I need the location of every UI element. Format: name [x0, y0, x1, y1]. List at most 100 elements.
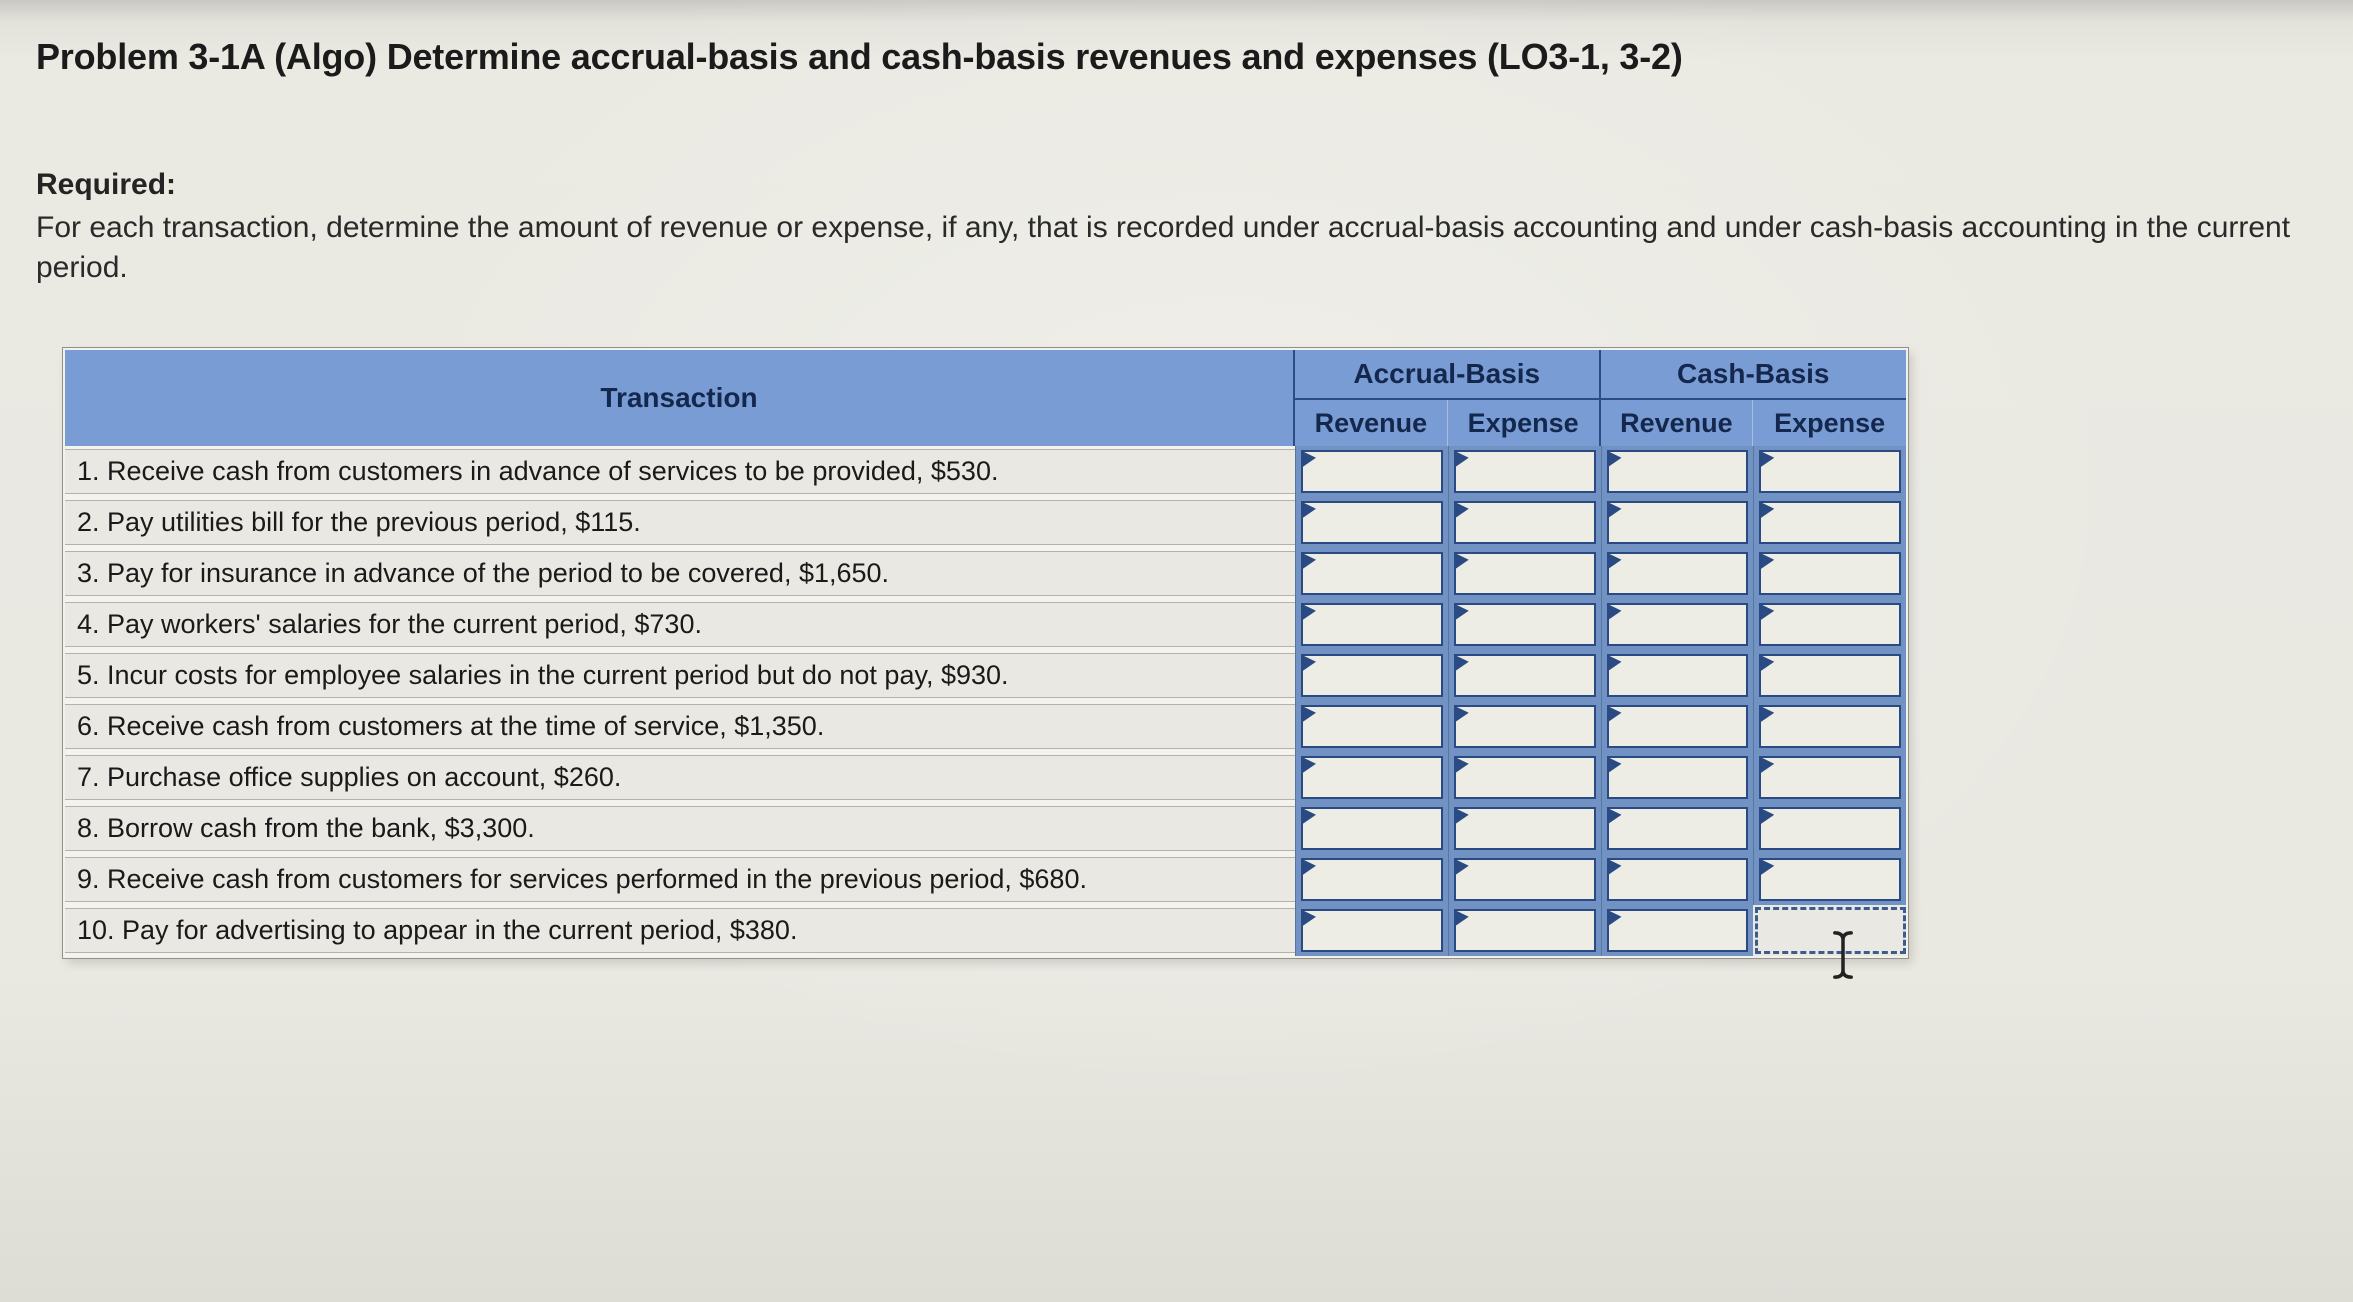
- transaction-cell: 3. Pay for insurance in advance of the p…: [65, 548, 1295, 599]
- cell-marker-icon: [1760, 706, 1775, 723]
- cash-revenue-input[interactable]: [1606, 603, 1749, 646]
- cell-zone: [1600, 497, 1754, 548]
- cell-zone: [1295, 701, 1448, 752]
- cash-revenue-input[interactable]: [1606, 654, 1749, 697]
- cell-marker-icon: [1760, 859, 1775, 876]
- cell-marker-icon: [1454, 604, 1469, 621]
- accrual-expense-input[interactable]: [1453, 603, 1596, 646]
- cash-revenue-input[interactable]: [1606, 501, 1749, 544]
- transaction-text: 7. Purchase office supplies on account, …: [65, 755, 1295, 800]
- accrual-revenue-input[interactable]: [1301, 654, 1443, 697]
- cell-zone: [1753, 905, 1906, 979]
- cash-expense-input-focused[interactable]: [1755, 907, 1906, 979]
- accrual-revenue-input[interactable]: [1301, 909, 1443, 952]
- transaction-cell: 5. Incur costs for employee salaries in …: [65, 650, 1295, 701]
- cash-revenue-input[interactable]: [1606, 858, 1749, 901]
- cell-marker-icon: [1454, 706, 1469, 723]
- cell-marker-icon: [1607, 808, 1622, 825]
- cash-basis-group-header: Cash-Basis: [1600, 350, 1906, 400]
- page-title: Problem 3-1A (Algo) Determine accrual-ba…: [36, 36, 1683, 77]
- accrual-expense-input[interactable]: [1453, 450, 1596, 493]
- cell-marker-icon: [1454, 757, 1469, 774]
- cash-revenue-input[interactable]: [1606, 450, 1749, 493]
- cell-zone: [1600, 599, 1754, 650]
- transaction-text: 4. Pay workers' salaries for the current…: [65, 602, 1295, 647]
- cell-marker-icon: [1302, 451, 1316, 468]
- transaction-cell: 7. Purchase office supplies on account, …: [65, 752, 1295, 803]
- cell-zone: [1447, 599, 1601, 650]
- accrual-revenue-input[interactable]: [1301, 705, 1443, 748]
- cash-expense-input[interactable]: [1759, 807, 1901, 850]
- cell-zone: [1295, 854, 1448, 905]
- transaction-text: 1. Receive cash from customers in advanc…: [65, 449, 1295, 494]
- accrual-revenue-input[interactable]: [1301, 858, 1443, 901]
- cash-revenue-input[interactable]: [1606, 756, 1749, 799]
- accrual-revenue-input[interactable]: [1301, 756, 1443, 799]
- cash-expense-input[interactable]: [1759, 603, 1901, 646]
- transaction-cell: 4. Pay workers' salaries for the current…: [65, 599, 1295, 650]
- cell-marker-icon: [1607, 706, 1622, 723]
- cash-revenue-input[interactable]: [1606, 552, 1749, 595]
- cell-zone: [1753, 752, 1906, 803]
- accrual-expense-input[interactable]: [1453, 552, 1596, 595]
- cash-expense-input[interactable]: [1759, 756, 1901, 799]
- cell-marker-icon: [1607, 502, 1622, 519]
- accrual-revenue-input[interactable]: [1301, 450, 1443, 493]
- cell-zone: [1753, 548, 1906, 599]
- transaction-cell: 2. Pay utilities bill for the previous p…: [65, 497, 1295, 548]
- accrual-revenue-header: Revenue: [1295, 400, 1448, 446]
- accrual-expense-header: Expense: [1447, 400, 1601, 446]
- cell-zone: [1295, 650, 1448, 701]
- accrual-revenue-input[interactable]: [1301, 603, 1443, 646]
- cell-marker-icon: [1607, 910, 1622, 927]
- cash-revenue-input[interactable]: [1606, 705, 1749, 748]
- cell-marker-icon: [1760, 604, 1775, 621]
- cell-zone: [1447, 497, 1601, 548]
- accrual-revenue-input[interactable]: [1301, 807, 1443, 850]
- cash-expense-input[interactable]: [1759, 501, 1901, 544]
- accrual-expense-input[interactable]: [1453, 909, 1596, 952]
- cash-revenue-input[interactable]: [1606, 807, 1749, 850]
- cash-expense-header: Expense: [1753, 400, 1906, 446]
- accrual-revenue-input[interactable]: [1301, 552, 1443, 595]
- cell-zone: [1447, 905, 1601, 956]
- cash-expense-input[interactable]: [1759, 858, 1901, 901]
- cell-zone: [1295, 548, 1448, 599]
- cell-marker-icon: [1454, 655, 1469, 672]
- cell-marker-icon: [1302, 808, 1316, 825]
- accrual-expense-input[interactable]: [1453, 654, 1596, 697]
- cell-zone: [1295, 752, 1448, 803]
- accrual-revenue-input[interactable]: [1301, 501, 1443, 544]
- transaction-text: 6. Receive cash from customers at the ti…: [65, 704, 1295, 749]
- cell-marker-icon: [1454, 451, 1469, 468]
- cash-expense-input[interactable]: [1759, 450, 1901, 493]
- cell-zone: [1295, 803, 1448, 854]
- cell-zone: [1600, 548, 1754, 599]
- cell-marker-icon: [1454, 859, 1469, 876]
- cell-zone: [1447, 446, 1601, 497]
- cell-zone: [1600, 752, 1754, 803]
- cell-marker-icon: [1302, 502, 1316, 519]
- cell-zone: [1295, 599, 1448, 650]
- cell-marker-icon: [1302, 910, 1316, 927]
- cell-zone: [1600, 905, 1754, 956]
- cell-zone: [1753, 497, 1906, 548]
- cell-zone: [1600, 701, 1754, 752]
- accrual-expense-input[interactable]: [1453, 501, 1596, 544]
- cell-zone: [1447, 854, 1601, 905]
- accrual-expense-input[interactable]: [1453, 705, 1596, 748]
- transaction-text: 2. Pay utilities bill for the previous p…: [65, 500, 1295, 545]
- cash-expense-input[interactable]: [1759, 705, 1901, 748]
- transaction-text: 3. Pay for insurance in advance of the p…: [65, 551, 1295, 596]
- cell-zone: [1295, 497, 1448, 548]
- cash-expense-input[interactable]: [1759, 654, 1901, 697]
- accrual-expense-input[interactable]: [1453, 756, 1596, 799]
- cash-revenue-input[interactable]: [1606, 909, 1749, 952]
- cell-marker-icon: [1302, 655, 1316, 672]
- cell-marker-icon: [1760, 757, 1775, 774]
- text-cursor-icon: [1829, 924, 1857, 986]
- accrual-expense-input[interactable]: [1453, 807, 1596, 850]
- cell-zone: [1753, 803, 1906, 854]
- cash-expense-input[interactable]: [1759, 552, 1901, 595]
- accrual-expense-input[interactable]: [1453, 858, 1596, 901]
